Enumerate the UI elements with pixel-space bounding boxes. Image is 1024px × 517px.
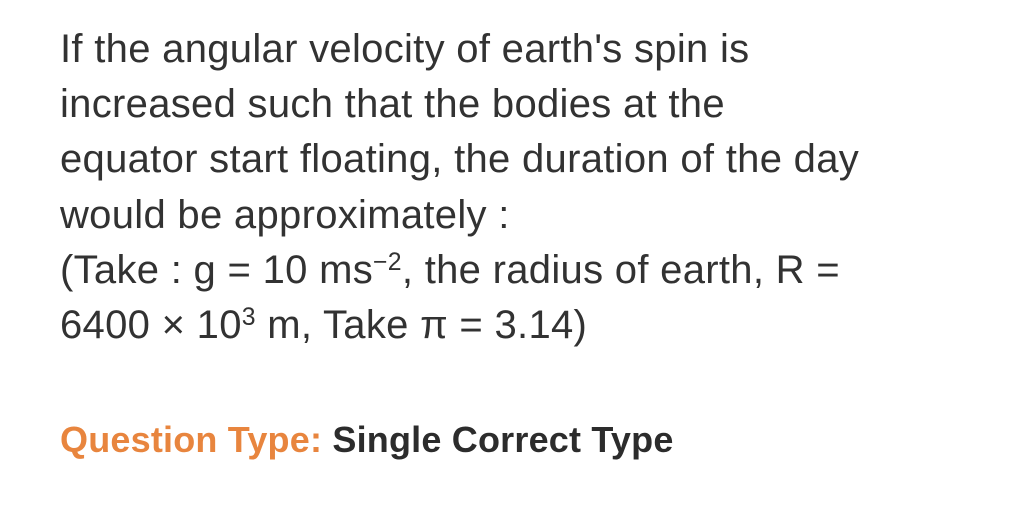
- given-line2a: 6400 × 10: [60, 303, 242, 347]
- question-line: If the angular velocity of earth's spin …: [60, 22, 978, 77]
- question-type-value: Single Correct Type: [322, 419, 673, 460]
- question-line: increased such that the bodies at the: [60, 77, 978, 132]
- given-prefix: (Take : g = 10 ms: [60, 248, 373, 292]
- question-given-line-1: (Take : g = 10 ms−2, the radius of earth…: [60, 243, 978, 298]
- given-exponent-2: 3: [242, 304, 256, 331]
- question-type-label: Question Type:: [60, 419, 322, 460]
- question-given-line-2: 6400 × 103 m, Take π = 3.14): [60, 298, 978, 353]
- question-meta: Question Type: Single Correct Type: [60, 419, 978, 461]
- given-mid: , the radius of earth, R =: [402, 248, 840, 292]
- question-card: If the angular velocity of earth's spin …: [0, 0, 1024, 461]
- question-body: If the angular velocity of earth's spin …: [60, 22, 978, 353]
- question-line: would be approximately :: [60, 188, 978, 243]
- given-line2b: m, Take π = 3.14): [256, 303, 587, 347]
- given-exponent-1: −2: [373, 249, 402, 276]
- question-line: equator start floating, the duration of …: [60, 132, 978, 187]
